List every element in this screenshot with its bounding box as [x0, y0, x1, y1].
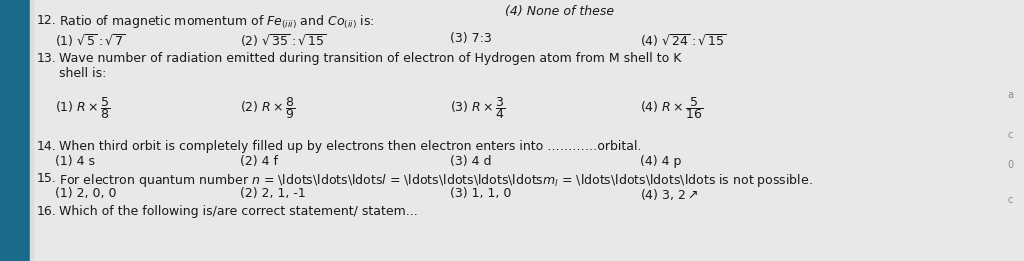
- Text: (3) 7:3: (3) 7:3: [450, 32, 492, 45]
- Text: 16.: 16.: [37, 205, 56, 218]
- Text: 13.: 13.: [37, 52, 56, 65]
- Text: (1) $\sqrt{5}:\sqrt{7}$: (1) $\sqrt{5}:\sqrt{7}$: [55, 32, 126, 49]
- Text: 12.: 12.: [37, 14, 56, 27]
- Text: (2) 4 f: (2) 4 f: [240, 155, 278, 168]
- Text: (1) $R\times\dfrac{5}{8}$: (1) $R\times\dfrac{5}{8}$: [55, 95, 111, 121]
- Text: (4) None of these: (4) None of these: [506, 5, 614, 18]
- Text: c: c: [1008, 195, 1013, 205]
- Text: (2) $\sqrt{35}:\sqrt{15}$: (2) $\sqrt{35}:\sqrt{15}$: [240, 32, 327, 49]
- Text: When third orbit is completely filled up by electrons then electron enters into : When third orbit is completely filled up…: [59, 140, 641, 153]
- Text: (4) $R\times\dfrac{5}{16}$: (4) $R\times\dfrac{5}{16}$: [640, 95, 703, 121]
- Text: c: c: [1008, 130, 1013, 140]
- Text: For electron quantum number $n$ = \ldots\ldots\ldots$l$ = \ldots\ldots\ldots\ldo: For electron quantum number $n$ = \ldots…: [59, 172, 813, 189]
- Text: (1) 2, 0, 0: (1) 2, 0, 0: [55, 187, 117, 200]
- Text: (2) $R\times\dfrac{8}{9}$: (2) $R\times\dfrac{8}{9}$: [240, 95, 296, 121]
- Text: (3) 4 d: (3) 4 d: [450, 155, 492, 168]
- Text: 0: 0: [1007, 160, 1013, 170]
- Text: (3) 1, 1, 0: (3) 1, 1, 0: [450, 187, 511, 200]
- Text: (4) 3, 2$\nearrow$: (4) 3, 2$\nearrow$: [640, 187, 698, 202]
- Bar: [30, 0, 33, 261]
- Text: 14.: 14.: [37, 140, 56, 153]
- Bar: [0, 0, 30, 261]
- Text: shell is:: shell is:: [59, 67, 106, 80]
- Text: (3) $R\times\dfrac{3}{4}$: (3) $R\times\dfrac{3}{4}$: [450, 95, 506, 121]
- Text: (4) $\sqrt{24}:\sqrt{15}$: (4) $\sqrt{24}:\sqrt{15}$: [640, 32, 727, 49]
- Text: Which of the following is/are correct statement/ statem...: Which of the following is/are correct st…: [59, 205, 418, 218]
- Text: 15.: 15.: [37, 172, 57, 185]
- Text: (2) 2, 1, -1: (2) 2, 1, -1: [240, 187, 306, 200]
- Text: (4) 4 p: (4) 4 p: [640, 155, 681, 168]
- Text: Ratio of magnetic momentum of $\mathit{Fe}_{(iii)}$ and $\mathit{Co}_{(ii)}$ is:: Ratio of magnetic momentum of $\mathit{F…: [59, 14, 375, 31]
- Text: (1) 4 s: (1) 4 s: [55, 155, 95, 168]
- Text: Wave number of radiation emitted during transition of electron of Hydrogen atom : Wave number of radiation emitted during …: [59, 52, 681, 65]
- Text: a: a: [1007, 90, 1013, 100]
